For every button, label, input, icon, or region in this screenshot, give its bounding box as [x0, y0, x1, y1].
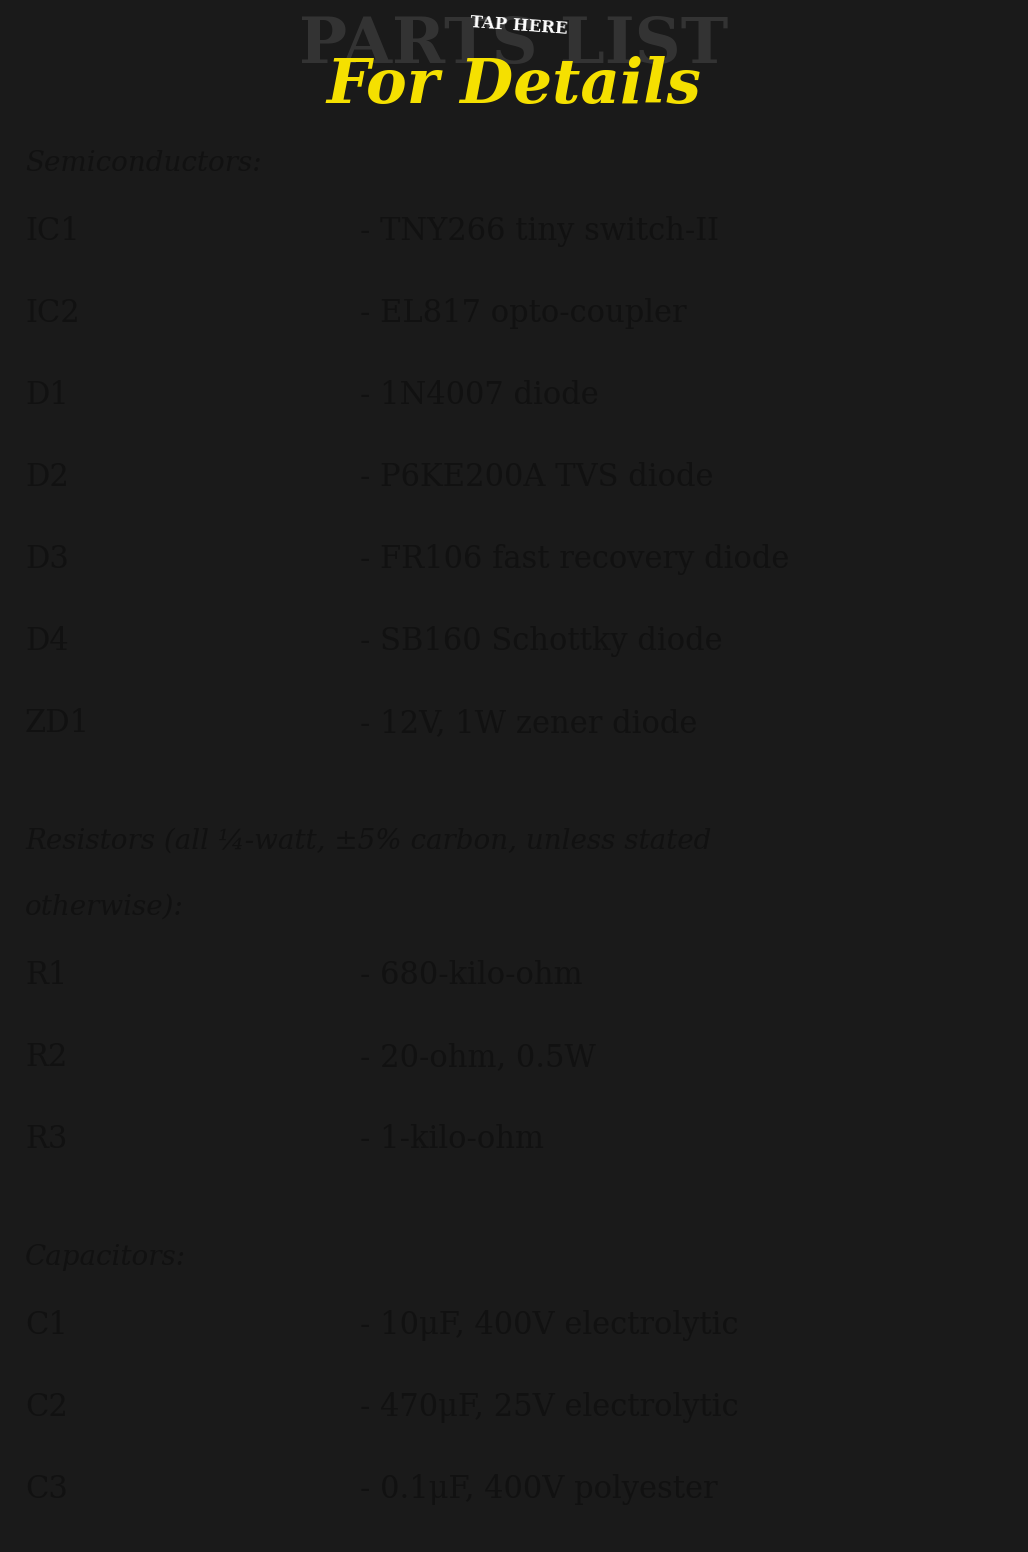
Text: - 0.1μF, 400V polyester: - 0.1μF, 400V polyester — [360, 1474, 718, 1505]
Text: - 1-kilo-ohm: - 1-kilo-ohm — [360, 1124, 544, 1155]
Text: D3: D3 — [25, 545, 69, 574]
Text: - SB160 Schottky diode: - SB160 Schottky diode — [360, 625, 723, 656]
Text: - 680-kilo-ohm: - 680-kilo-ohm — [360, 961, 583, 992]
Text: otherwise):: otherwise): — [25, 894, 184, 920]
Text: R2: R2 — [25, 1041, 68, 1072]
Text: - 12V, 1W zener diode: - 12V, 1W zener diode — [360, 708, 697, 739]
Text: D1: D1 — [25, 380, 69, 411]
Text: PARTS LIST: PARTS LIST — [299, 16, 729, 76]
Text: D2: D2 — [25, 462, 69, 494]
Text: R1: R1 — [25, 961, 68, 992]
Text: C1: C1 — [25, 1310, 68, 1341]
Text: TAP HERE: TAP HERE — [470, 14, 568, 39]
Text: - 20-ohm, 0.5W: - 20-ohm, 0.5W — [360, 1041, 596, 1072]
Text: D4: D4 — [25, 625, 69, 656]
Text: - 10μF, 400V electrolytic: - 10μF, 400V electrolytic — [360, 1310, 738, 1341]
Text: R3: R3 — [25, 1124, 68, 1155]
Text: - 470μF, 25V electrolytic: - 470μF, 25V electrolytic — [360, 1392, 739, 1423]
Text: C2: C2 — [25, 1392, 68, 1423]
Text: Semiconductors:: Semiconductors: — [25, 151, 261, 177]
Text: C3: C3 — [25, 1474, 68, 1505]
Text: - P6KE200A TVS diode: - P6KE200A TVS diode — [360, 462, 713, 494]
Text: For Details: For Details — [327, 56, 701, 116]
Text: - TNY266 tiny switch-II: - TNY266 tiny switch-II — [360, 216, 719, 247]
Text: Capacitors:: Capacitors: — [25, 1245, 186, 1271]
Text: Resistors (all ¼-watt, ±5% carbon, unless stated: Resistors (all ¼-watt, ±5% carbon, unles… — [25, 829, 711, 855]
Text: ZD1: ZD1 — [25, 708, 90, 739]
Text: - EL817 opto-coupler: - EL817 opto-coupler — [360, 298, 687, 329]
Text: - 1N4007 diode: - 1N4007 diode — [360, 380, 598, 411]
Text: - FR106 fast recovery diode: - FR106 fast recovery diode — [360, 545, 790, 574]
Text: IC2: IC2 — [25, 298, 80, 329]
Text: IC1: IC1 — [25, 216, 80, 247]
